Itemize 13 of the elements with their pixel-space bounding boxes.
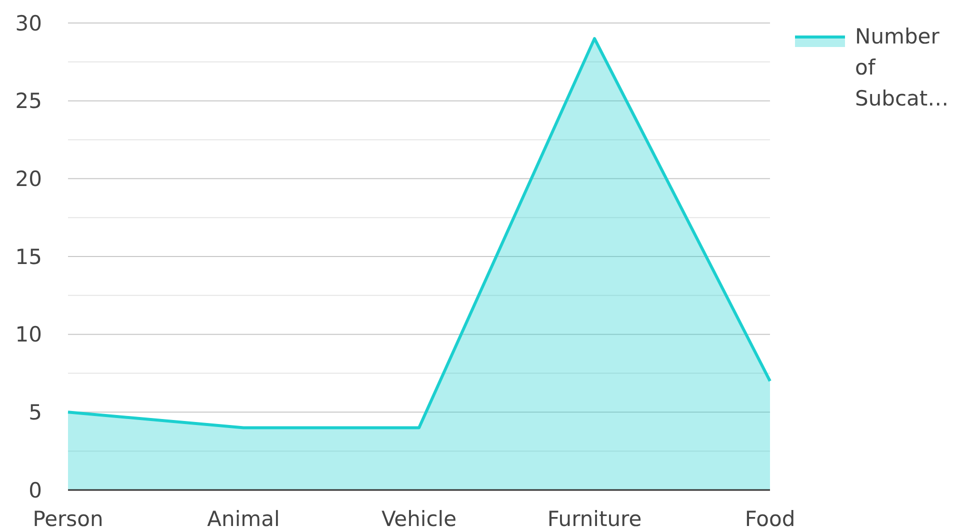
legend-label: Number of Subcat… — [855, 24, 949, 110]
y-tick-label: 15 — [15, 244, 42, 269]
x-tick-label: Animal — [207, 507, 280, 531]
x-tick-label: Food — [744, 507, 796, 531]
x-tick-label: Vehicle — [381, 507, 457, 531]
y-tick-label: 30 — [15, 11, 42, 36]
x-tick-label: Furniture — [547, 507, 642, 531]
y-tick-label: 25 — [15, 89, 42, 114]
x-tick-label: Person — [32, 507, 104, 531]
y-tick-label: 20 — [15, 167, 42, 192]
y-tick-label: 5 — [28, 400, 42, 425]
y-tick-label: 0 — [28, 478, 42, 502]
y-tick-label: 10 — [15, 322, 42, 347]
